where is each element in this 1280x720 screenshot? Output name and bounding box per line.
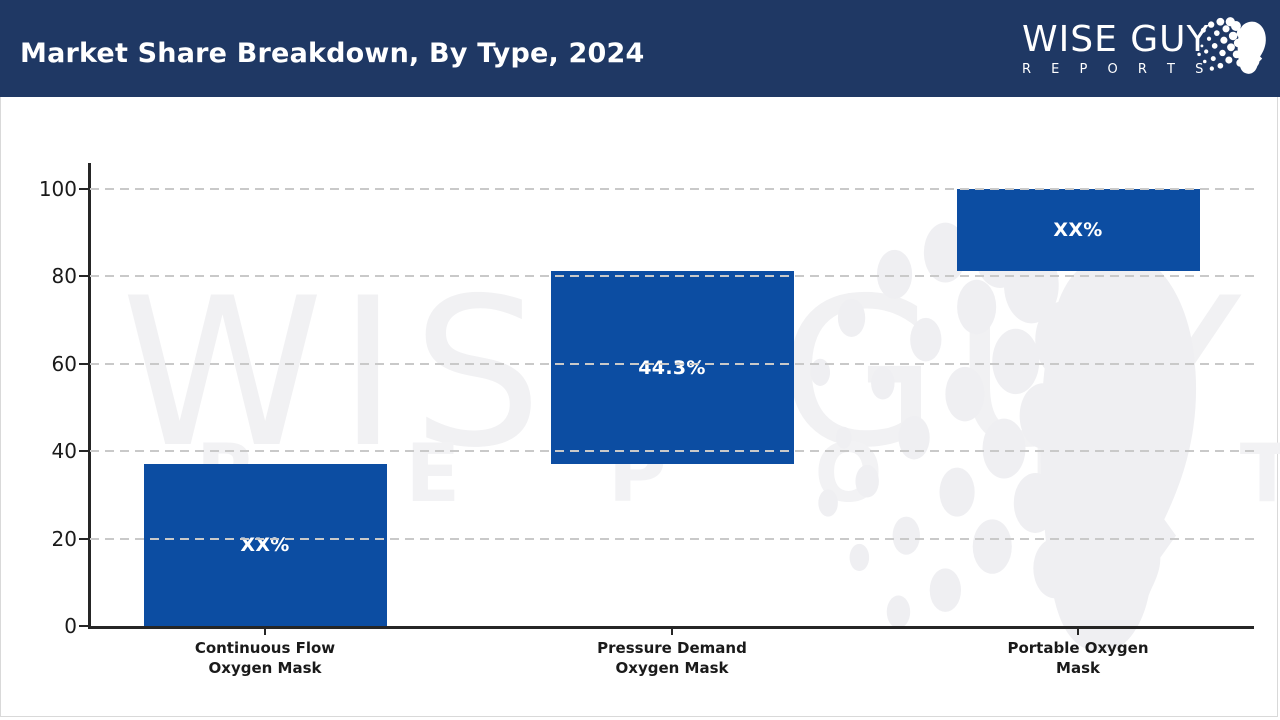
- x-category-line2: Oxygen Mask: [615, 659, 729, 677]
- x-category-label: Pressure Demand Oxygen Mask: [512, 638, 832, 678]
- page-title: Market Share Breakdown, By Type, 2024: [20, 38, 645, 69]
- y-tick-label: 80: [51, 264, 77, 289]
- bar: 44.3%: [550, 270, 794, 465]
- y-axis: [88, 163, 91, 628]
- bar-value-label: XX%: [1053, 218, 1103, 241]
- x-category-label: Continuous Flow Oxygen Mask: [105, 638, 425, 678]
- x-tick: [264, 628, 266, 635]
- bar: XX%: [956, 189, 1200, 271]
- y-tick: [79, 275, 88, 278]
- y-tick-label: 20: [51, 526, 77, 551]
- gridline: [90, 275, 1254, 278]
- logo-subtitle: R E P O R T S: [1022, 61, 1212, 77]
- logo-wordmark: WISE GUY: [1022, 18, 1210, 60]
- gridline: [90, 537, 1254, 540]
- x-category-line2: Oxygen Mask: [208, 659, 322, 677]
- x-category-line1: Pressure Demand: [597, 639, 747, 657]
- plot: 0 20 40 60 80 100 XX% 44.3% XX% Continuous Flow Ox…: [1, 97, 1277, 716]
- gridline: [90, 188, 1254, 190]
- y-tick: [79, 188, 88, 190]
- y-tick-label: 0: [64, 614, 77, 638]
- y-tick-label: 60: [51, 351, 77, 376]
- x-category-line1: Portable Oxygen: [1007, 639, 1149, 657]
- bar: XX%: [143, 464, 387, 626]
- bar-value-label: 44.3%: [638, 356, 706, 379]
- bar-value-label: XX%: [240, 534, 290, 557]
- y-tick: [79, 362, 88, 365]
- chart-canvas: WISE GUY R E P O R T S 020406080100XX%44…: [0, 97, 1280, 717]
- x-tick: [671, 628, 673, 635]
- wiseguy-logo-text: WISE GUY R E P O R T S: [1022, 18, 1212, 77]
- gridline: [90, 362, 1254, 365]
- x-category-line2: Mask: [1056, 659, 1100, 677]
- header-bar: Market Share Breakdown, By Type, 2024 WI…: [0, 0, 1280, 97]
- x-tick: [1077, 628, 1079, 635]
- x-category-label: Portable Oxygen Mask: [918, 638, 1238, 678]
- y-tick: [79, 625, 88, 627]
- wiseguy-face-icon: [1195, 17, 1266, 74]
- wiseguy-logo: WISE GUY R E P O R T S: [1022, 8, 1270, 88]
- x-category-line1: Continuous Flow: [194, 639, 336, 657]
- y-tick: [79, 450, 88, 453]
- y-tick-label: 40: [51, 439, 77, 464]
- y-tick-label: 100: [38, 177, 77, 201]
- y-tick: [79, 537, 88, 540]
- x-axis: [88, 626, 1254, 629]
- gridline: [90, 450, 1254, 453]
